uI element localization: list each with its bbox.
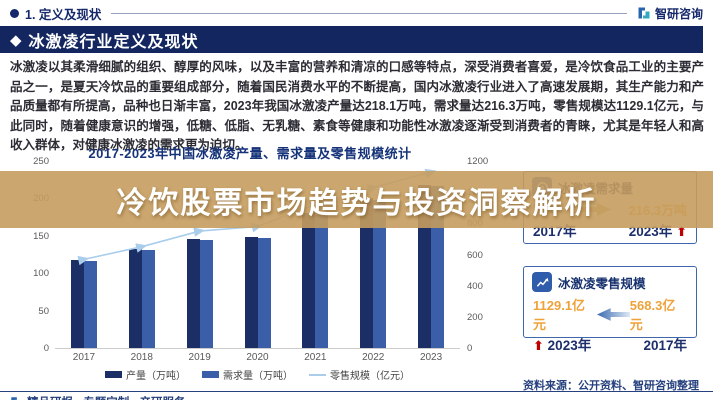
brand-logo: 智研咨询 xyxy=(637,5,703,22)
arrow-left-icon xyxy=(596,307,630,321)
left-axis-tick: 250 xyxy=(33,156,49,167)
legend-item: 零售规模（亿元） xyxy=(309,367,410,382)
retail-card-years: ⬆ 2023年 2017年 xyxy=(524,333,696,359)
x-axis-label: 2022 xyxy=(362,352,385,363)
x-axis-label: 2023 xyxy=(419,352,443,363)
diamond-icon: ◆ xyxy=(10,31,22,49)
bar-需求量（万吨）-2019 xyxy=(199,240,213,348)
bar-产量（万吨）-2019 xyxy=(186,238,200,348)
right-axis-tick: 0 xyxy=(467,343,473,354)
legend-label: 产量（万吨） xyxy=(126,371,186,382)
headline-overlay: 冷饮股票市场趋势与投资洞察解析 xyxy=(0,171,713,228)
bullet-icon xyxy=(10,8,19,18)
up-arrow-icon: ⬆ xyxy=(676,224,687,239)
legend-bar-swatch xyxy=(202,371,219,378)
brand-logo-text: 智研咨询 xyxy=(654,6,703,21)
footer-tagline-row: 精品研报 · 专题定制 · 产研服务 xyxy=(10,394,185,400)
legend-label: 需求量（万吨） xyxy=(223,371,293,382)
left-axis-tick: 150 xyxy=(33,230,49,242)
topbar: 1. 定义及现状 智研咨询 xyxy=(10,4,703,22)
up-arrow-icon: ⬆ xyxy=(533,338,544,353)
x-axis-label: 2019 xyxy=(188,352,211,363)
right-axis-tick: 200 xyxy=(467,311,483,323)
retail-value-2023: 1129.1亿元 xyxy=(533,298,586,332)
x-axis-label: 2021 xyxy=(304,352,327,363)
legend-bar-swatch xyxy=(105,371,122,378)
divider-line xyxy=(111,12,627,14)
footer-divider xyxy=(0,391,713,392)
x-axis-label: 2020 xyxy=(246,352,269,363)
bar-需求量（万吨）-2020 xyxy=(257,238,271,348)
legend-item: 产量（万吨） xyxy=(105,367,186,382)
chart-legend: 产量（万吨） 需求量（万吨） 零售规模（亿元） xyxy=(55,367,460,382)
right-axis-tick: 400 xyxy=(467,280,483,292)
retail-year-from: 2017年 xyxy=(643,338,687,353)
x-axis-label: 2017 xyxy=(72,352,96,363)
retail-card-values: 1129.1亿元 568.3亿元 xyxy=(524,293,696,333)
retail-value-2017: 568.3亿元 xyxy=(629,298,676,332)
zhiyan-logo-icon xyxy=(11,397,17,400)
legend-item: 需求量（万吨） xyxy=(202,367,293,382)
right-axis-tick: 600 xyxy=(467,249,483,261)
legend-line-swatch xyxy=(309,374,326,376)
footer-tagline: 精品研报 · 专题定制 · 产研服务 xyxy=(27,394,185,400)
left-axis-tick: 100 xyxy=(33,268,49,280)
bar-产量（万吨）-2017 xyxy=(70,259,84,348)
bar-需求量（万吨）-2018 xyxy=(141,250,155,348)
right-axis-tick: 1200 xyxy=(467,156,489,167)
legend-label: 零售规模（亿元） xyxy=(330,371,410,382)
section-title: 冰激凌行业定义及现状 xyxy=(28,33,199,51)
bar-产量（万吨）-2018 xyxy=(128,248,142,348)
section-label: 1. 定义及现状 xyxy=(25,7,102,22)
zhiyan-logo-icon xyxy=(638,7,650,19)
source-note: 资料来源：公开资料、智研咨询整理 xyxy=(523,380,699,392)
headline-title: 冷饮股票市场趋势与投资洞察解析 xyxy=(116,186,597,220)
retail-year-to: ⬆ 2023年 xyxy=(533,338,592,353)
retail-card-header: 冰激凌零售规模 xyxy=(524,267,696,293)
x-axis-label: 2018 xyxy=(130,352,153,363)
retail-stat-card: 冰激凌零售规模 1129.1亿元 568.3亿元 ⬆ 2023年 2017年 xyxy=(523,266,697,353)
body-paragraph: 冰激凌以其柔滑细腻的组织、醇厚的风味，以及丰富的营养和清凉的口感等特点，深受消费… xyxy=(10,60,704,152)
left-axis-tick: 0 xyxy=(43,343,49,354)
chart-title: 2017-2023年中国冰激凌产量、需求量及零售规模统计 xyxy=(88,146,412,161)
retail-card-title: 冰激凌零售规模 xyxy=(558,276,646,291)
section-title-banner: ◆ 冰激凌行业定义及现状 xyxy=(0,26,703,53)
bar-需求量（万吨）-2017 xyxy=(83,261,97,348)
trend-chart-icon xyxy=(532,272,552,292)
left-axis-tick: 50 xyxy=(38,305,49,317)
